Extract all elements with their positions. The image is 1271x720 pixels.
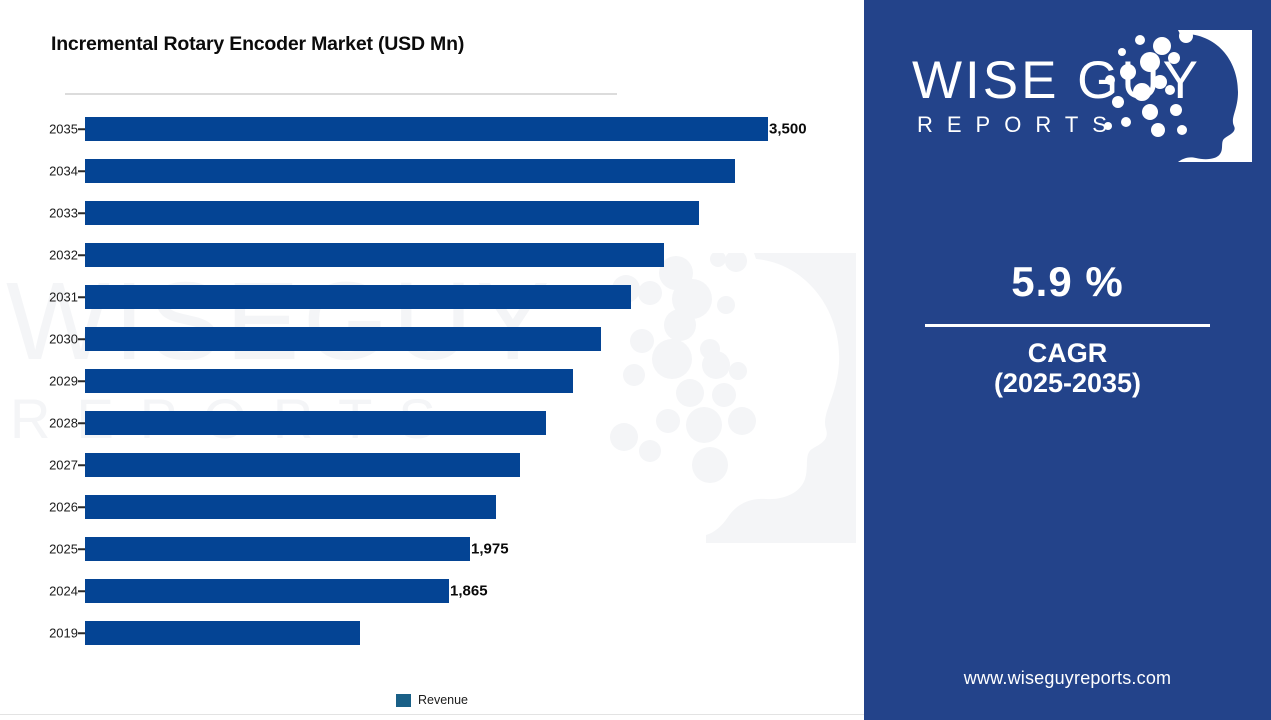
cagr-divider bbox=[925, 324, 1210, 328]
bar-row: 2027 bbox=[0, 444, 864, 486]
bar-row: 2019 bbox=[0, 612, 864, 654]
axis-tick-mark bbox=[78, 464, 85, 466]
bar-category-label: 2035 bbox=[49, 121, 78, 137]
bar-value-label: 3,500 bbox=[769, 120, 807, 138]
legend-swatch-icon bbox=[395, 693, 411, 707]
bar-row: 2030 bbox=[0, 318, 864, 360]
bar-value-label: 1,975 bbox=[471, 540, 509, 558]
bar-revenue[interactable] bbox=[85, 243, 664, 267]
cagr-value: 5.9 % bbox=[1011, 258, 1124, 305]
bar-category-label: 2029 bbox=[49, 373, 78, 389]
axis-tick-mark bbox=[78, 170, 85, 172]
bar-revenue[interactable] bbox=[85, 453, 520, 477]
cagr-block: 5.9 % CAGR (2025-2035) bbox=[864, 258, 1271, 399]
bar-revenue[interactable] bbox=[85, 537, 470, 561]
axis-tick-mark bbox=[78, 506, 85, 508]
bar-revenue[interactable] bbox=[85, 201, 699, 225]
chart-title: Incremental Rotary Encoder Market (USD M… bbox=[51, 33, 465, 55]
axis-tick-mark bbox=[78, 422, 85, 424]
axis-tick-mark bbox=[78, 632, 85, 634]
axis-tick-mark bbox=[78, 548, 85, 550]
bar-row: 2034 bbox=[0, 150, 864, 192]
bar-row: 2031 bbox=[0, 276, 864, 318]
bar-revenue[interactable] bbox=[85, 117, 768, 141]
bar-revenue[interactable] bbox=[85, 411, 546, 435]
bar-row: 2028 bbox=[0, 402, 864, 444]
bar-category-label: 2032 bbox=[49, 247, 78, 263]
bar-row: 2025 1,975 bbox=[0, 528, 864, 570]
chart-panel: WISEGUY REPORTS bbox=[0, 33, 864, 715]
bar-category-label: 2019 bbox=[49, 625, 78, 641]
bar-category-label: 2030 bbox=[49, 331, 78, 347]
bar-category-label: 2024 bbox=[49, 583, 78, 599]
title-divider bbox=[65, 93, 617, 95]
bar-revenue[interactable] bbox=[85, 327, 601, 351]
legend-item-revenue[interactable]: Revenue bbox=[395, 693, 469, 707]
legend-label: Revenue bbox=[417, 693, 469, 707]
bar-revenue[interactable] bbox=[85, 621, 360, 645]
axis-tick-mark bbox=[78, 212, 85, 214]
chart-legend: Revenue bbox=[0, 693, 864, 712]
bar-category-label: 2025 bbox=[49, 541, 78, 557]
bar-row: 2024 1,865 bbox=[0, 570, 864, 612]
bar-revenue[interactable] bbox=[85, 495, 496, 519]
axis-tick-mark bbox=[78, 128, 85, 130]
bar-category-label: 2033 bbox=[49, 205, 78, 221]
cagr-label: CAGR bbox=[1027, 338, 1108, 369]
bar-category-label: 2027 bbox=[49, 457, 78, 473]
cagr-period: (2025-2035) bbox=[993, 367, 1142, 398]
axis-tick-mark bbox=[78, 380, 85, 382]
bar-row: 2029 bbox=[0, 360, 864, 402]
bar-chart-plot: 2035 3,500 2034 2033 2032 2031 2030 2029 2028 202… bbox=[0, 108, 864, 653]
bar-value-label: 1,865 bbox=[450, 582, 488, 600]
logo-secondary-text: REPORTS bbox=[917, 112, 1121, 137]
bar-row: 2033 bbox=[0, 192, 864, 234]
bar-revenue[interactable] bbox=[85, 369, 573, 393]
bar-row: 2035 3,500 bbox=[0, 108, 864, 150]
bar-category-label: 2026 bbox=[49, 499, 78, 515]
bar-revenue[interactable] bbox=[85, 579, 449, 603]
chart-bottom-divider bbox=[0, 714, 864, 715]
bar-category-label: 2031 bbox=[49, 289, 78, 305]
wiseguy-reports-logo: WISE GUY REPORTS bbox=[878, 26, 1258, 166]
brand-panel: WISE GUY REPORTS bbox=[864, 0, 1271, 720]
brand-website-url[interactable]: www.wiseguyreports.com bbox=[963, 668, 1172, 688]
bar-row: 2026 bbox=[0, 486, 864, 528]
bar-revenue[interactable] bbox=[85, 285, 631, 309]
bar-category-label: 2028 bbox=[49, 415, 78, 431]
axis-tick-mark bbox=[78, 338, 85, 340]
bar-category-label: 2034 bbox=[49, 163, 78, 179]
axis-tick-mark bbox=[78, 254, 85, 256]
bar-row: 2032 bbox=[0, 234, 864, 276]
axis-tick-mark bbox=[78, 590, 85, 592]
axis-tick-mark bbox=[78, 296, 85, 298]
bar-revenue[interactable] bbox=[85, 159, 735, 183]
logo-head-icon bbox=[1104, 30, 1252, 162]
